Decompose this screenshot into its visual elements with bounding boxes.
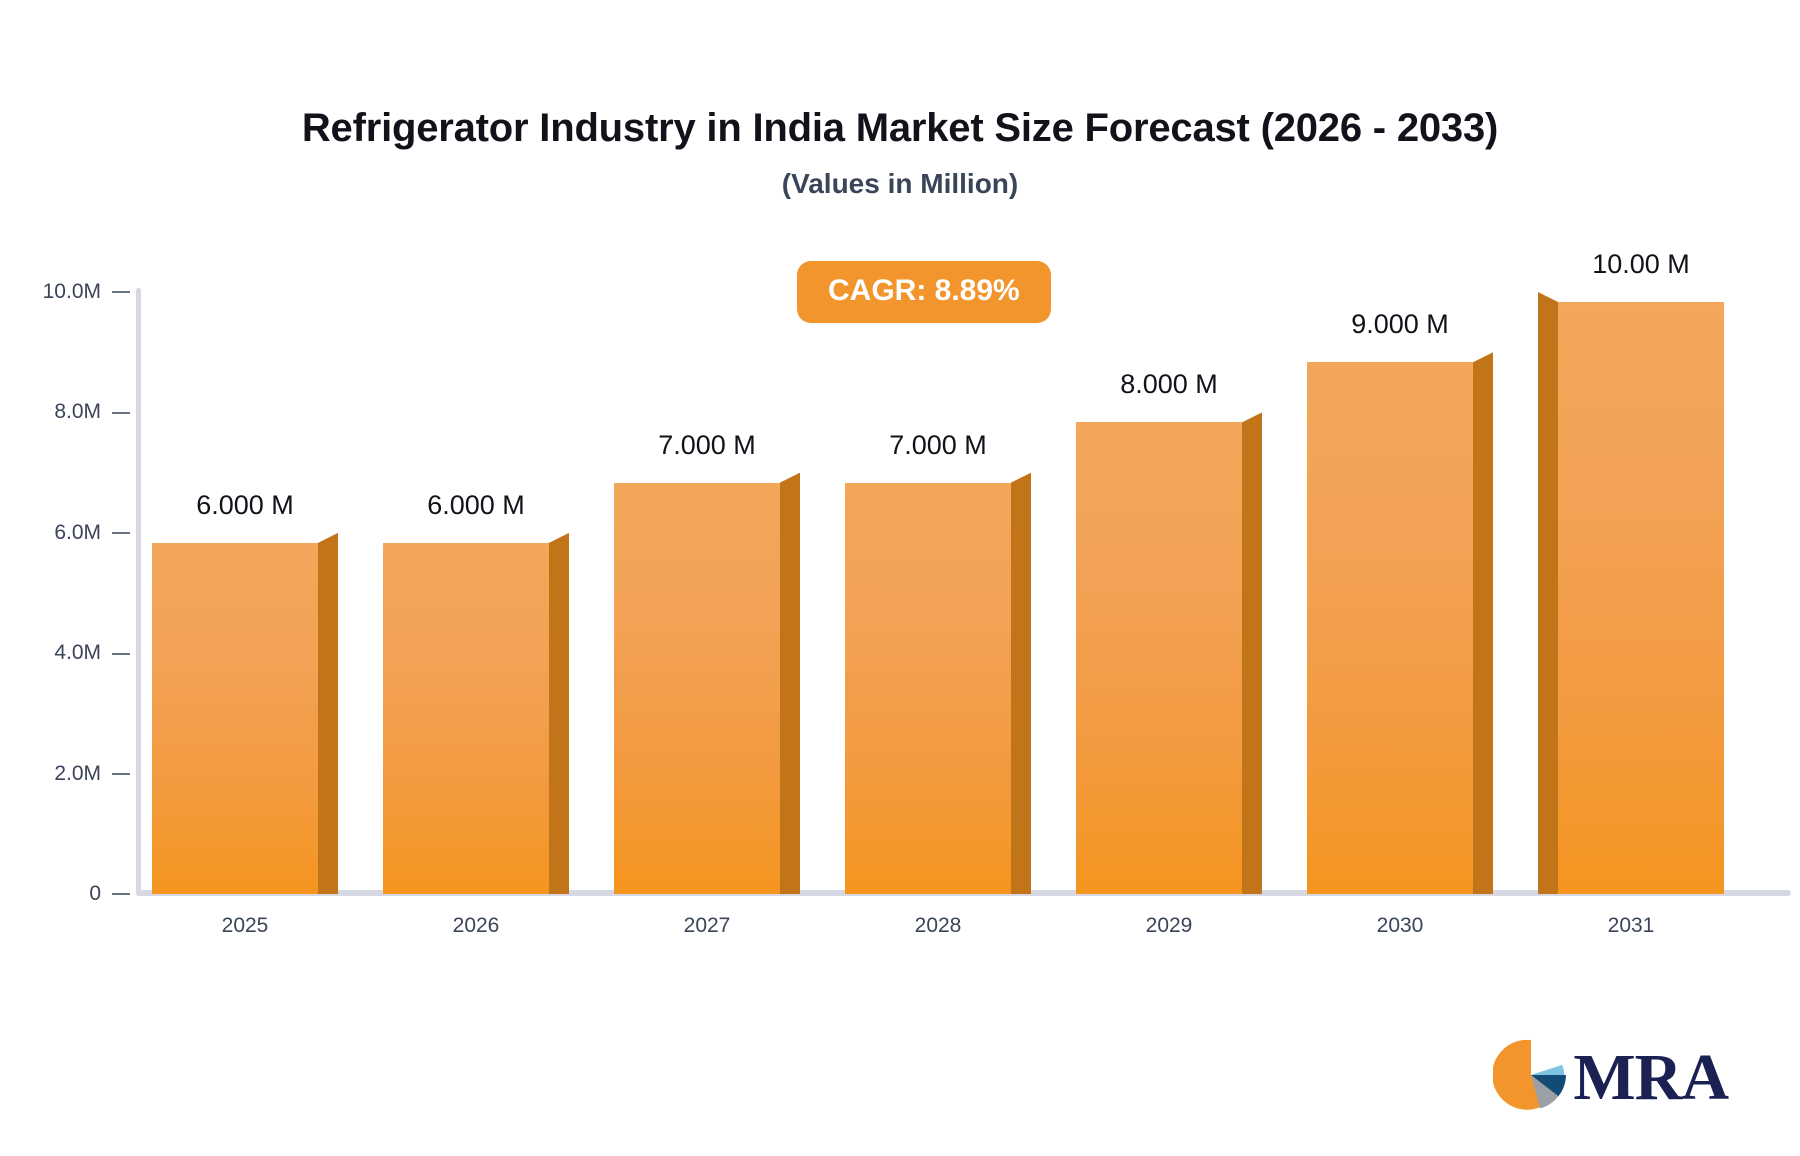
- bar: 9.000 M: [1307, 309, 1493, 894]
- y-axis-tick: 8.0M: [0, 400, 130, 424]
- y-axis-tick-label: 8.0M: [54, 400, 101, 424]
- bar-column: 9.000 M: [1307, 309, 1493, 894]
- x-axis-tick-label: 2029: [1145, 914, 1193, 937]
- bar-front-face: [152, 542, 318, 894]
- y-axis-tick: 4.0M: [0, 641, 130, 665]
- y-axis-tick-label: 0: [89, 882, 101, 905]
- bar-side-face: [780, 472, 800, 894]
- bar-value-label: 6.000 M: [427, 489, 525, 520]
- bar-value-label: 8.000 M: [1120, 369, 1218, 400]
- bar: 6.000 M: [152, 490, 338, 894]
- bar-value-label: 10.00 M: [1592, 249, 1690, 279]
- y-axis-tick: 2.0M: [0, 762, 130, 786]
- bar: 6.000 M: [383, 490, 569, 894]
- chart-header: Refrigerator Industry in India Market Si…: [0, 106, 1800, 200]
- x-axis-tick-label: 2025: [221, 914, 269, 937]
- bar-side-face: [318, 532, 338, 894]
- bar-front-face: [1307, 362, 1473, 894]
- bar-value-label: 6.000 M: [196, 489, 294, 520]
- bar-front-face: [1558, 302, 1724, 894]
- y-axis-tick-mark: [112, 291, 130, 294]
- chart-title: Refrigerator Industry in India Market Si…: [301, 106, 1499, 150]
- bar-front-face: [1076, 422, 1242, 894]
- bar-front-face: [845, 482, 1011, 894]
- y-axis-tick: 10.0M: [0, 280, 130, 304]
- y-axis-tick-mark: [112, 532, 130, 535]
- bar-column: 8.000 M: [1076, 369, 1262, 894]
- cagr-badge: CAGR: 8.89%: [797, 261, 1051, 323]
- y-axis-tick-mark: [112, 893, 130, 896]
- bar-value-label: 7.000 M: [889, 429, 987, 460]
- y-axis-tick-mark: [112, 652, 130, 655]
- bar-column: 7.000 M: [845, 430, 1031, 894]
- bar-side-face: [1538, 292, 1558, 894]
- bar: 7.000 M: [845, 430, 1031, 894]
- bar-side-face: [549, 532, 569, 894]
- y-axis-tick-label: 2.0M: [54, 761, 101, 785]
- y-axis-tick-mark: [112, 773, 130, 776]
- bar-column: 7.000 M: [614, 430, 800, 894]
- chart-subtitle: (Values in Million): [781, 168, 1019, 199]
- x-axis-tick-label: 2031: [1607, 914, 1655, 937]
- y-axis-tick: 6.0M: [0, 521, 130, 545]
- bar-column: 10.00 M: [1538, 249, 1724, 894]
- y-axis-tick-label: 10.0M: [42, 280, 101, 303]
- bar-column: 6.000 M: [383, 490, 569, 894]
- y-axis-tick-label: 6.0M: [54, 520, 101, 544]
- bar: 10.00 M: [1538, 249, 1724, 894]
- bar-front-face: [614, 482, 780, 894]
- y-axis-tick-mark: [112, 411, 130, 414]
- y-axis-tick-label: 4.0M: [54, 641, 101, 665]
- x-axis-tick-label: 2026: [452, 914, 500, 937]
- bar-column: 6.000 M: [152, 490, 338, 894]
- bar-side-face: [1242, 412, 1262, 894]
- bar-front-face: [383, 542, 549, 894]
- mra-logo: MRA: [1492, 1037, 1729, 1118]
- x-axis-tick-label: 2027: [683, 914, 731, 937]
- logo-text: MRA: [1573, 1040, 1729, 1114]
- y-axis-tick: 0: [0, 882, 130, 906]
- bar: 7.000 M: [614, 430, 800, 894]
- bar-side-face: [1011, 472, 1031, 894]
- bar: 8.000 M: [1076, 369, 1262, 894]
- bar-value-label: 9.000 M: [1351, 309, 1449, 340]
- x-axis-tick-label: 2028: [914, 914, 962, 937]
- bar-side-face: [1473, 352, 1493, 894]
- x-axis-tick-label: 2030: [1376, 914, 1424, 937]
- y-axis-line: [136, 288, 141, 896]
- pie-chart-icon: [1492, 1037, 1569, 1118]
- bar-value-label: 7.000 M: [658, 429, 756, 460]
